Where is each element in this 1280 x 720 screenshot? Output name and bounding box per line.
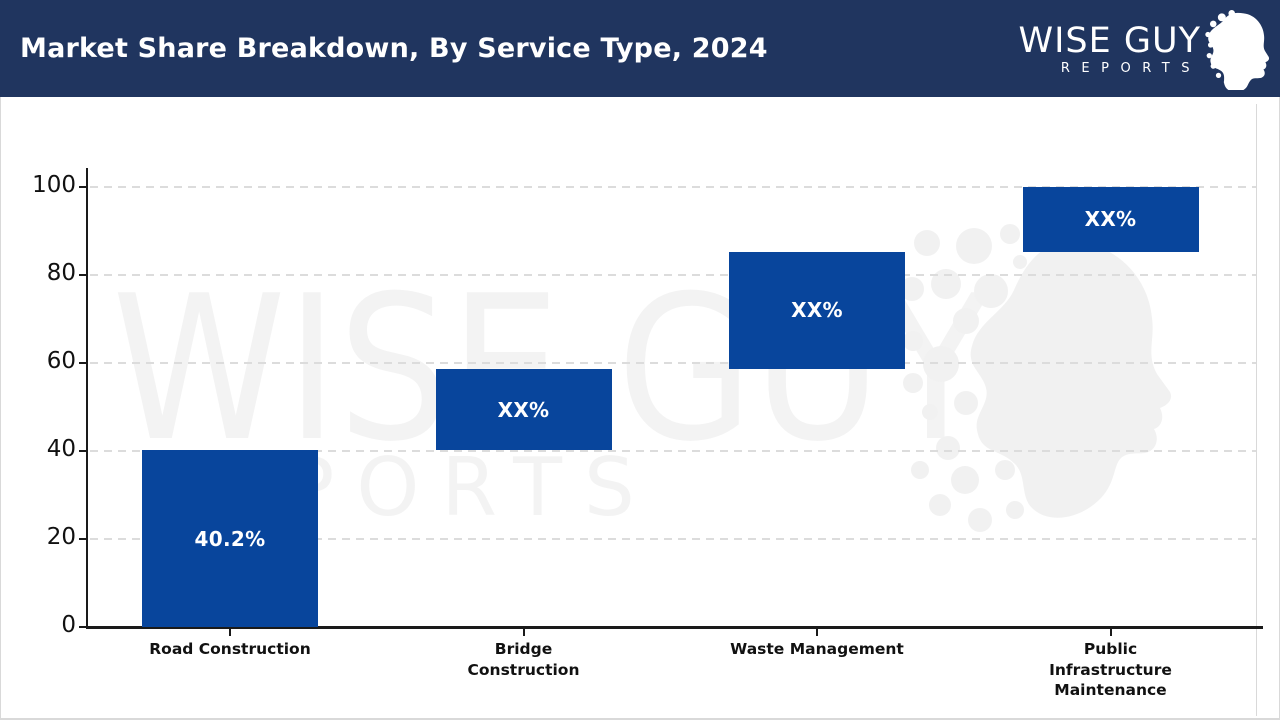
gridline-40 (90, 450, 1256, 452)
y-tick-label: 60 (46, 348, 76, 374)
figure-edge-line (1256, 104, 1257, 716)
y-tick-mark (79, 538, 87, 540)
y-tick-label: 100 (32, 172, 76, 198)
panel-border-bottom (0, 718, 1280, 720)
x-category-label-line: Construction (467, 660, 580, 679)
x-category-label-line: Bridge (494, 640, 553, 658)
bar-value-label-bridge-construction: XX% (497, 397, 550, 422)
x-category-label-public-infrastructure-maintenance: Public Infrastructure Maintenance (968, 639, 1254, 701)
y-tick-mark (79, 626, 87, 628)
gridline-60 (90, 362, 1256, 364)
gridline-80 (90, 274, 1256, 276)
y-tick-mark (79, 362, 87, 364)
x-axis-line (86, 626, 1263, 629)
y-tick-mark (79, 186, 87, 188)
bar-value-label-public-infrastructure-maintenance: XX% (1084, 207, 1137, 232)
x-category-label-line: Road Construction (149, 640, 311, 658)
y-tick-mark (79, 450, 87, 452)
y-tick-label: 0 (61, 612, 76, 638)
x-tick-mark (522, 629, 525, 636)
logo-wordmark-line1: WISE GUY (1018, 20, 1201, 61)
logo-face-icon (1205, 10, 1269, 90)
x-tick-mark (229, 629, 231, 636)
bar-value-label-waste-management: XX% (791, 298, 843, 323)
gridline-20 (90, 538, 1256, 540)
header-bar: Market Share Breakdown, By Service Type,… (0, 0, 1280, 97)
x-category-label-line: Public (1083, 640, 1138, 658)
y-axis-line (86, 168, 88, 629)
y-tick-label: 80 (46, 260, 76, 286)
bar-road-construction (142, 450, 318, 627)
x-category-label-bridge-construction: Bridge Construction (381, 639, 667, 680)
x-category-label-line: Infrastructure (1049, 660, 1172, 679)
x-category-label-waste-management: Waste Management (674, 639, 960, 660)
bar-waste-management (729, 251, 905, 370)
gridline-100 (90, 186, 1256, 188)
bar-value-label-road-construction: 40.2% (194, 526, 266, 551)
x-category-label-line: Waste Management (730, 640, 904, 658)
bar-public-infrastructure-maintenance (1022, 187, 1199, 252)
y-tick-label: 20 (46, 524, 76, 550)
chart-title: Market Share Breakdown, By Service Type,… (20, 33, 768, 64)
x-tick-mark (1109, 629, 1112, 636)
x-category-label-line: Maintenance (1054, 681, 1167, 699)
logo-wordmark-line2: REPORTS (1060, 60, 1201, 76)
x-category-label-road-construction: Road Construction (87, 639, 373, 660)
wise-guy-reports-logo: WISE GUY REPORTS (1018, 7, 1270, 91)
bar-bridge-construction (435, 369, 612, 451)
y-tick-label: 40 (46, 436, 76, 462)
x-tick-mark (816, 629, 818, 636)
watermark-face-icon (900, 224, 1172, 532)
logo-wordmark: WISE GUY REPORTS (1018, 22, 1201, 77)
panel-border-left (0, 97, 1, 720)
y-tick-mark (79, 274, 87, 276)
